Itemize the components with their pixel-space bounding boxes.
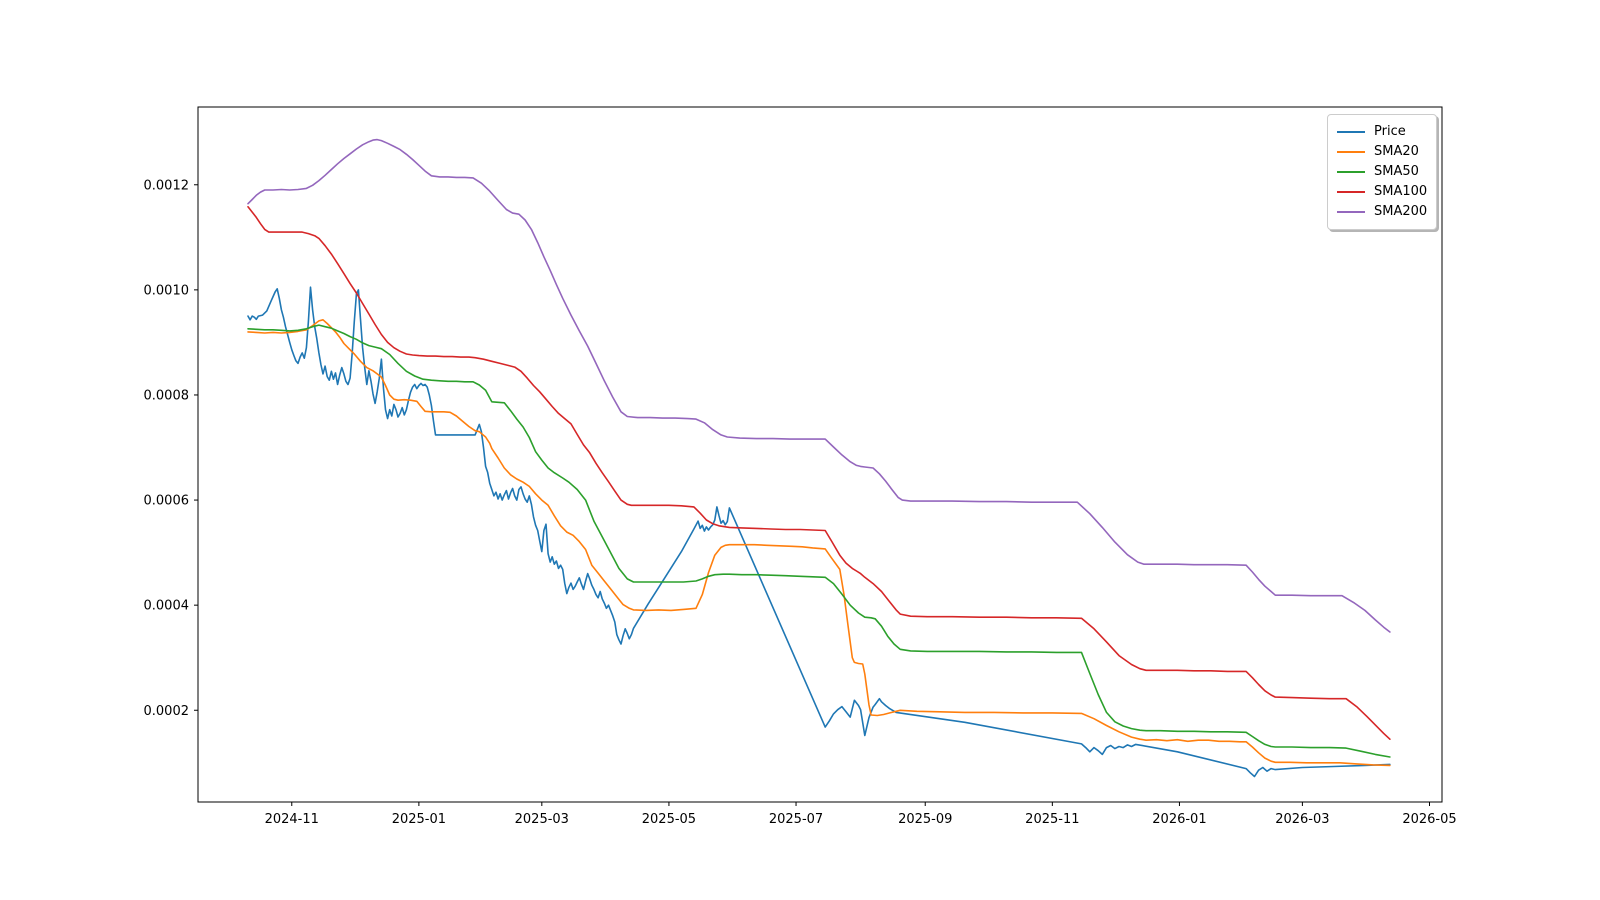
- x-tick-label: 2025-01: [392, 812, 446, 827]
- series-line-sma100: [247, 206, 1391, 740]
- legend-line-sample-sma20: [1337, 151, 1365, 153]
- y-tick-label: 0.0012: [144, 178, 190, 193]
- x-axis: 2024-11 2025-01 2025-03 2025-05 2025-07 2025-…: [265, 802, 1457, 827]
- legend-item-price: Price: [1337, 122, 1427, 142]
- x-tick-label: 2025-07: [769, 812, 823, 827]
- y-tick-label: 0.0008: [144, 388, 190, 403]
- legend-label-price: Price: [1374, 124, 1406, 139]
- legend-label-sma20: SMA20: [1374, 144, 1419, 159]
- legend-line-sample-sma200: [1337, 211, 1365, 213]
- legend-label-sma50: SMA50: [1374, 164, 1419, 179]
- legend-line-sample-sma100: [1337, 191, 1365, 193]
- series-group: [247, 138, 1391, 778]
- legend-label-sma200: SMA200: [1374, 204, 1428, 219]
- legend-item-sma100: SMA100: [1337, 182, 1427, 202]
- axes-spines: [197, 106, 1443, 803]
- y-tick-label: 0.0006: [144, 494, 190, 509]
- x-tick-label: 2026-05: [1402, 812, 1456, 827]
- y-tick-label: 0.0004: [144, 599, 190, 614]
- y-axis: 0.0002 0.0004 0.0006 0.0008 0.0010 0.0012: [144, 178, 198, 719]
- x-tick-label: 2026-03: [1275, 812, 1329, 827]
- x-tick-label: 2024-11: [265, 812, 319, 827]
- plot-area: [198, 107, 1442, 802]
- series-line-sma20: [247, 319, 1391, 767]
- y-tick-label: 0.0010: [144, 283, 190, 298]
- legend: Price SMA20 SMA50 SMA100 SMA200: [1327, 114, 1438, 230]
- series-line-sma200: [247, 138, 1391, 633]
- x-tick-label: 2025-09: [898, 812, 952, 827]
- legend-label-sma100: SMA100: [1374, 184, 1428, 199]
- y-tick-label: 0.0002: [144, 704, 190, 719]
- legend-item-sma200: SMA200: [1337, 202, 1427, 222]
- legend-line-sample-price: [1337, 131, 1365, 133]
- legend-line-sample-sma50: [1337, 171, 1365, 173]
- legend-item-sma50: SMA50: [1337, 162, 1427, 182]
- x-tick-label: 2026-01: [1152, 812, 1206, 827]
- x-tick-label: 2025-05: [642, 812, 696, 827]
- series-line-price: [247, 286, 1391, 778]
- x-tick-label: 2025-11: [1025, 812, 1079, 827]
- x-tick-label: 2025-03: [515, 812, 569, 827]
- series-line-sma50: [247, 324, 1391, 758]
- legend-item-sma20: SMA20: [1337, 142, 1427, 162]
